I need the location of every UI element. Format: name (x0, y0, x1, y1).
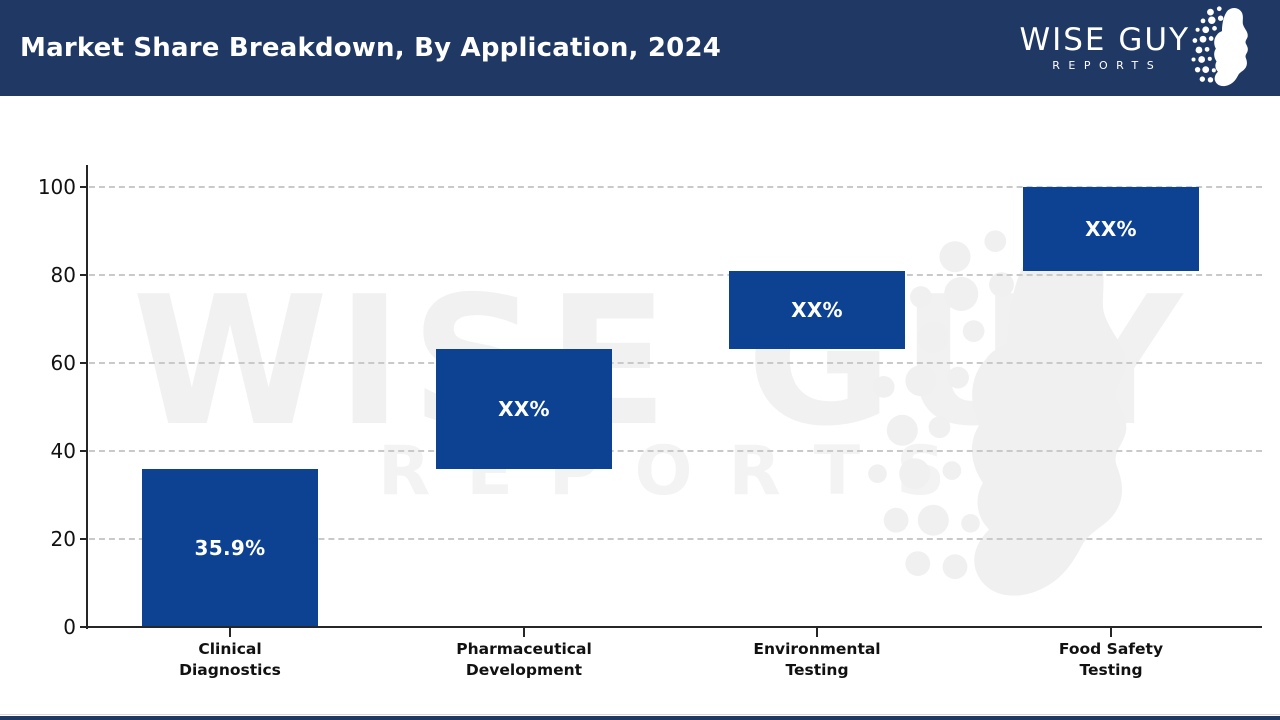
gridline-100 (89, 186, 1262, 188)
chart-title: Market Share Breakdown, By Application, … (20, 33, 722, 63)
bar-value-label: XX% (791, 297, 843, 322)
x-category-label: Clinical Diagnostics (179, 640, 281, 679)
x-tick-mark-3 (816, 628, 818, 637)
x-category-label: Food Safety Testing (1058, 640, 1164, 679)
logo-subtitle: REPORTS (1052, 59, 1163, 72)
y-tick-mark-0 (80, 626, 88, 628)
y-tick-mark-40 (80, 450, 88, 452)
y-tick-label-0: 0 (63, 615, 76, 639)
gridline-80 (89, 274, 1262, 276)
x-axis-line (86, 626, 1262, 628)
x-category-label: Environmental Testing (753, 640, 881, 679)
bar-4: XX% (1023, 187, 1199, 272)
x-tick-mark-4 (1110, 628, 1112, 637)
header-bar: Market Share Breakdown, By Application, … (0, 0, 1280, 96)
y-tick-label-20: 20 (50, 527, 76, 551)
bar-value-label: XX% (1085, 217, 1137, 242)
y-tick-label-40: 40 (50, 439, 76, 463)
bottom-divider (0, 714, 1280, 715)
bar-2: XX% (436, 348, 612, 470)
wise-guy-reports-logo: WISE GUY REPORTS (1019, 4, 1262, 92)
gridline-60 (89, 362, 1262, 364)
y-tick-label-80: 80 (50, 263, 76, 287)
x-category-label: Pharmaceutical Development (456, 640, 592, 679)
x-tick-mark-1 (229, 628, 231, 637)
y-axis-line (86, 165, 88, 629)
y-tick-label-100: 100 (37, 175, 76, 199)
logo-text: WISE GUY REPORTS (1019, 22, 1190, 72)
y-tick-mark-100 (80, 186, 88, 188)
x-tick-mark-2 (523, 628, 525, 637)
y-tick-mark-60 (80, 362, 88, 364)
y-tick-label-60: 60 (50, 351, 76, 375)
bar-1: 35.9% (142, 469, 318, 627)
bar-value-label: XX% (498, 396, 550, 421)
y-tick-mark-80 (80, 274, 88, 276)
logo-head-icon (1186, 4, 1262, 92)
footer-bar (0, 716, 1280, 720)
y-tick-mark-20 (80, 538, 88, 540)
logo-wordmark: WISE GUY (1019, 22, 1190, 58)
bar-value-label: 35.9% (194, 536, 266, 560)
gridline-40 (89, 450, 1262, 452)
gridline-20 (89, 538, 1262, 540)
bar-3: XX% (729, 271, 905, 349)
